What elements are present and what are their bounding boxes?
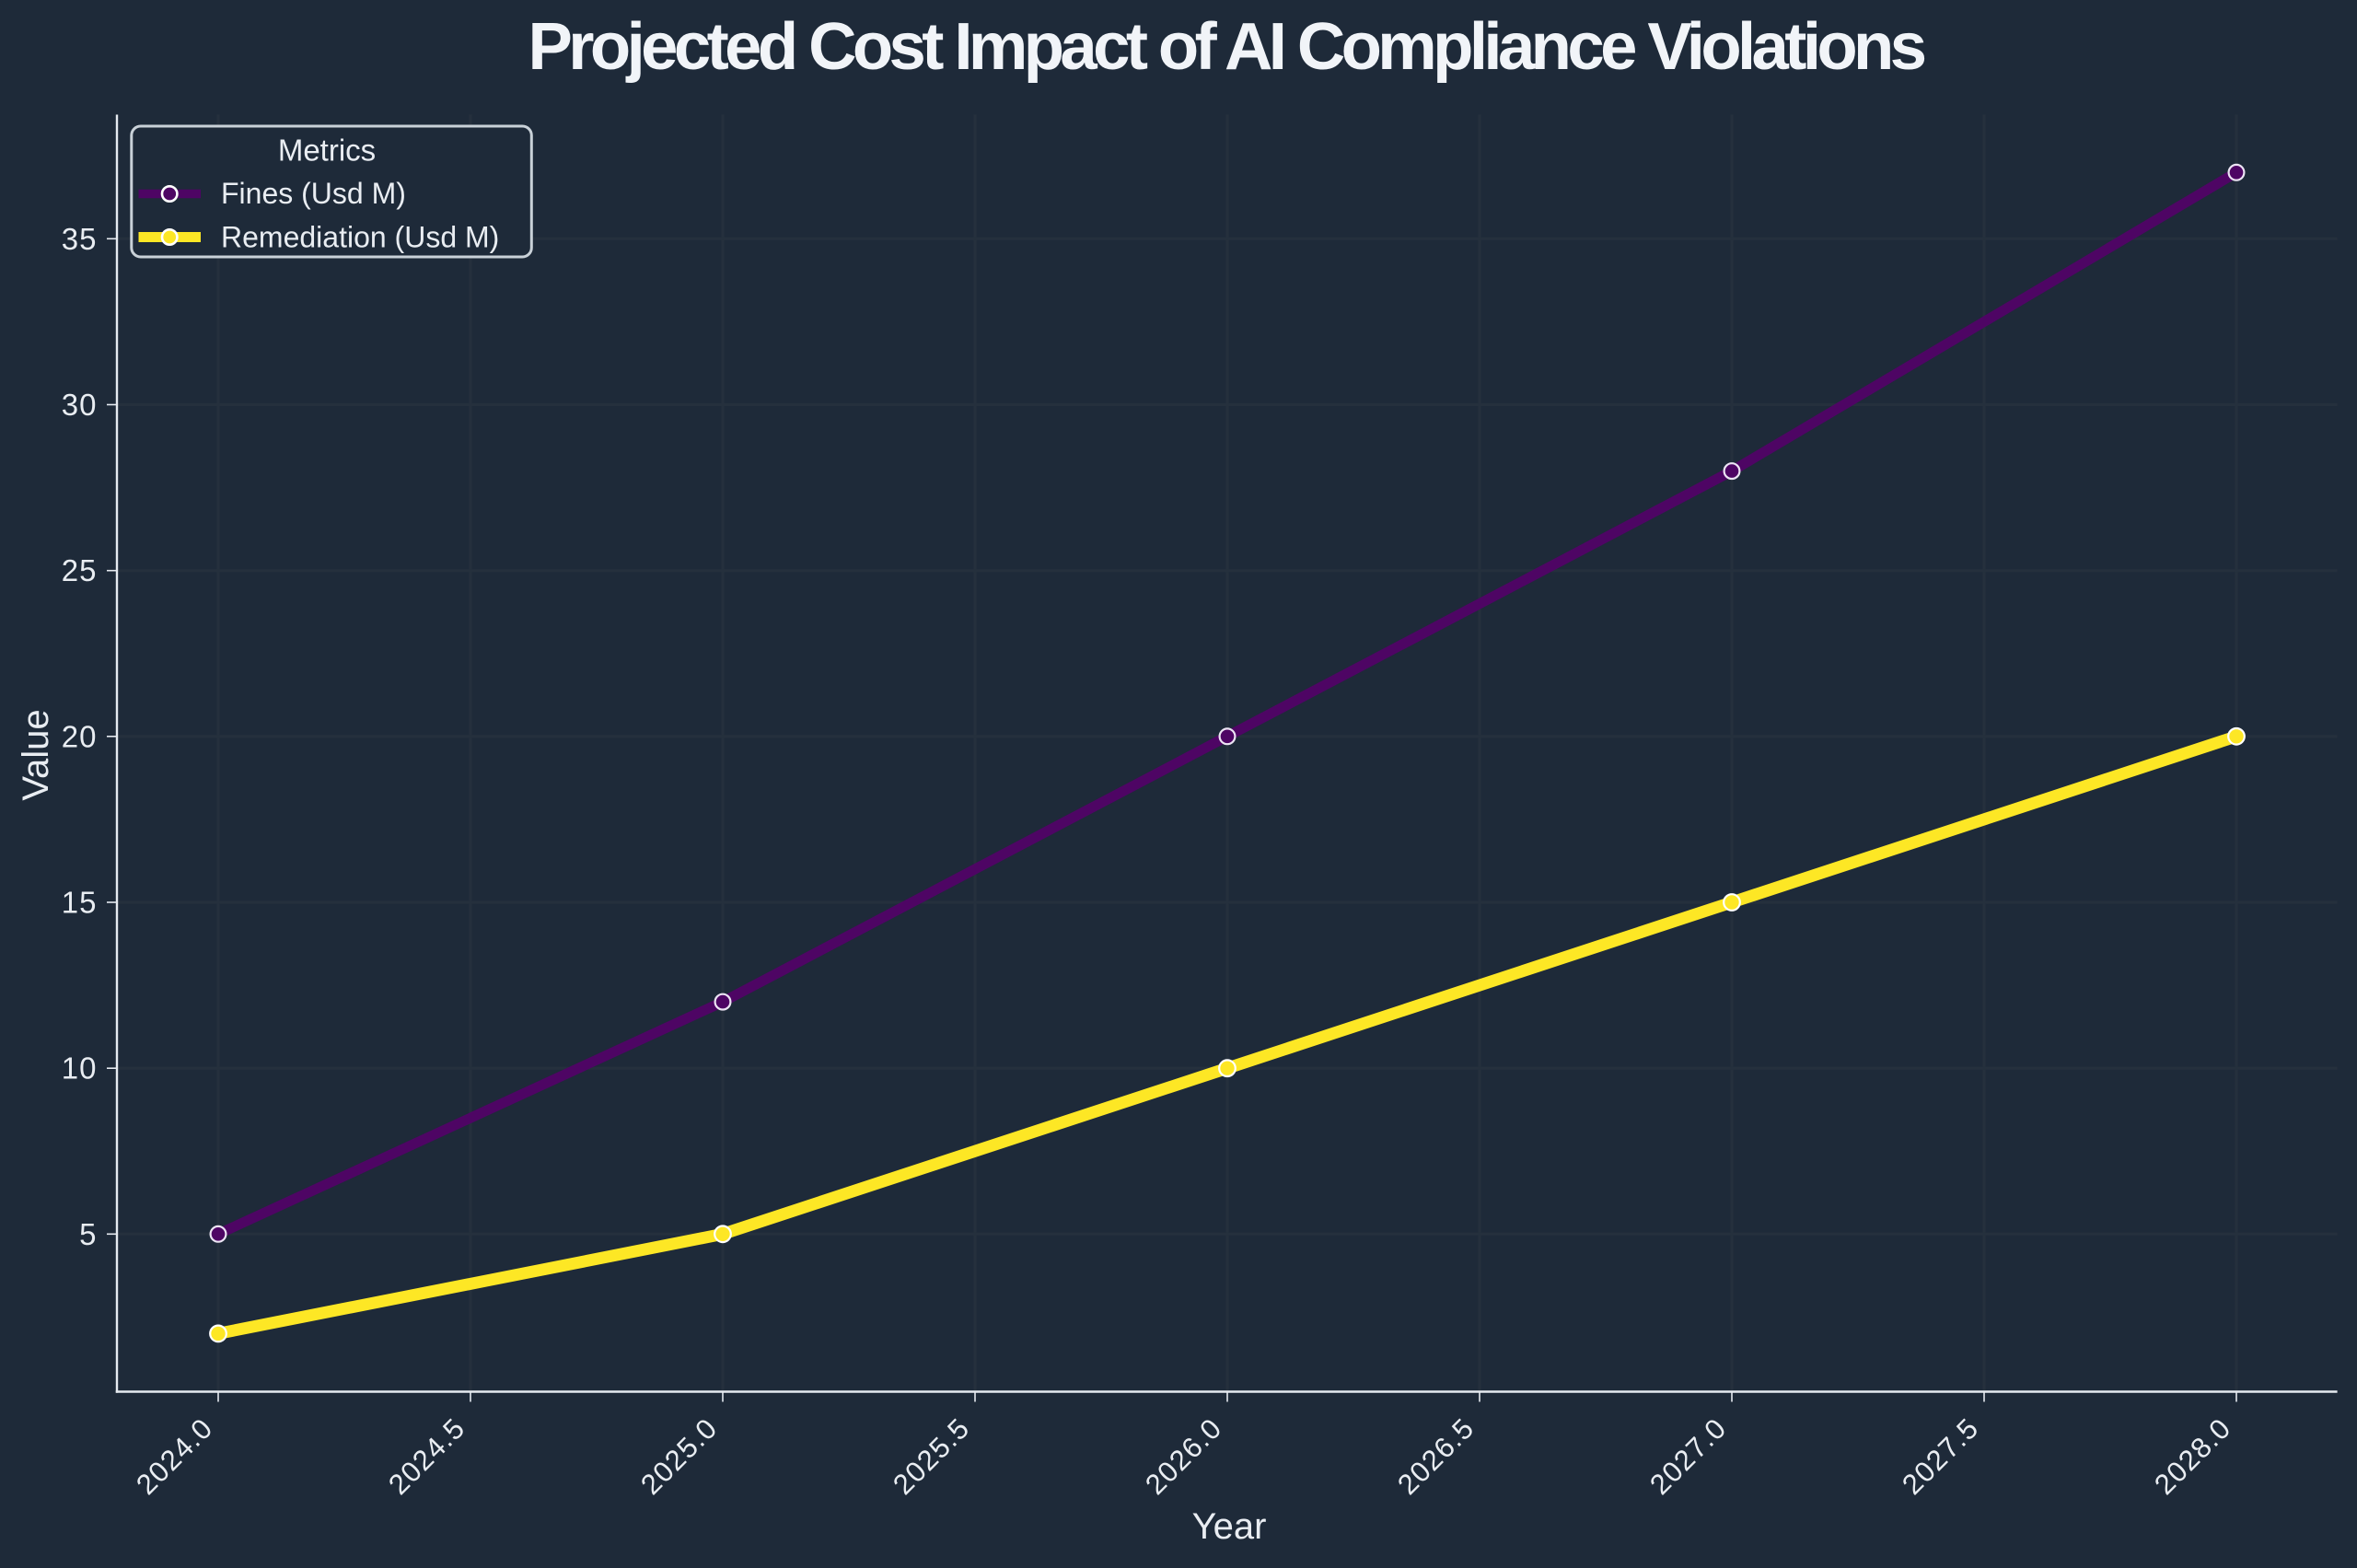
- svg-text:Fines (Usd M): Fines (Usd M): [221, 177, 406, 210]
- svg-text:15: 15: [62, 886, 98, 920]
- svg-text:20: 20: [62, 719, 98, 753]
- svg-text:Remediation (Usd M): Remediation (Usd M): [221, 221, 499, 254]
- svg-text:Metrics: Metrics: [278, 134, 376, 168]
- svg-text:Projected Cost Impact of AI Co: Projected Cost Impact of AI Compliance V…: [528, 9, 1925, 84]
- svg-text:25: 25: [62, 553, 98, 587]
- svg-text:35: 35: [62, 222, 98, 256]
- svg-text:10: 10: [62, 1051, 98, 1086]
- svg-text:5: 5: [79, 1217, 97, 1251]
- svg-text:Value: Value: [16, 709, 56, 800]
- svg-text:Year: Year: [1192, 1506, 1267, 1547]
- svg-text:30: 30: [62, 388, 98, 422]
